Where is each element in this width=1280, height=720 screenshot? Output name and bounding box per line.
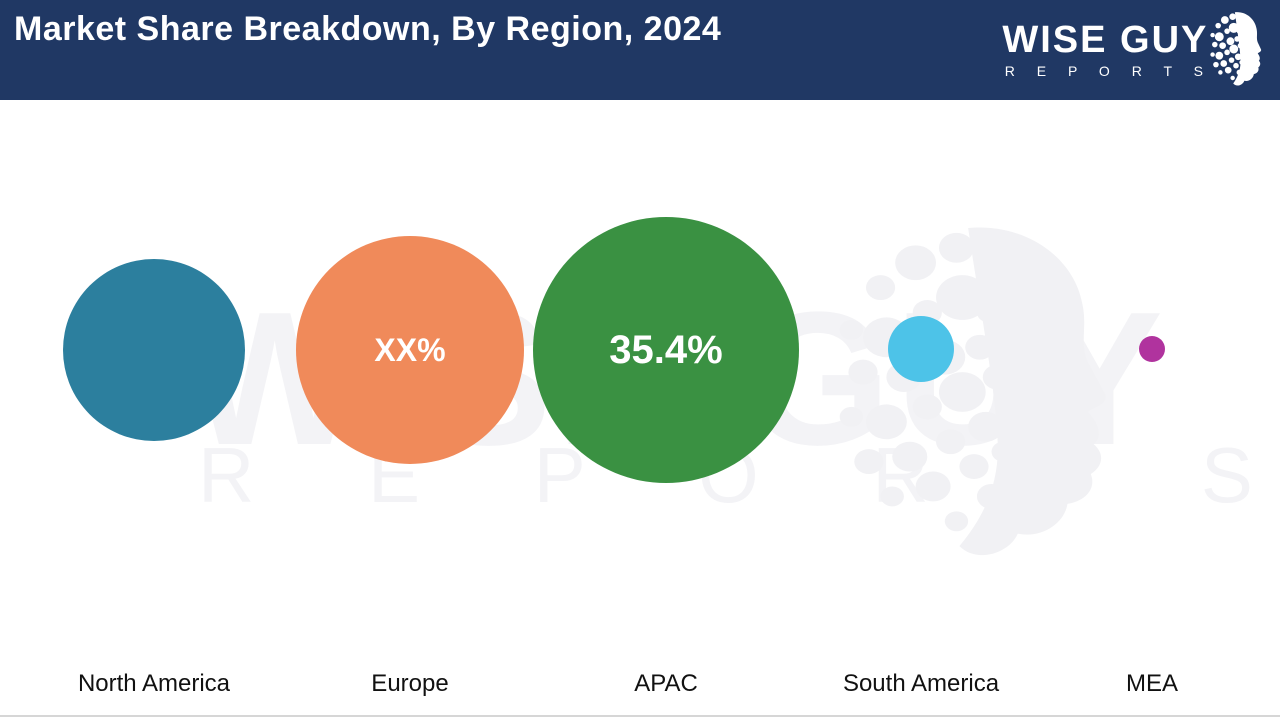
category-label-north-america: North America bbox=[77, 670, 231, 697]
bottom-border bbox=[0, 715, 1280, 717]
logo-subtext: R E P O R T S bbox=[1004, 63, 1212, 79]
logo-head-icon bbox=[1210, 12, 1262, 86]
wise-guy-logo: WISE GUY R E P O R T S bbox=[999, 10, 1264, 88]
bubble-chart: WISE GUY R E P O R T S XX%35.4% bbox=[0, 100, 1280, 720]
category-label-apac: APAC bbox=[634, 670, 698, 697]
category-label-europe: Europe bbox=[371, 670, 449, 697]
bubble-value-label-apac: 35.4% bbox=[609, 327, 723, 372]
bubble-north-america bbox=[63, 259, 245, 441]
page-title: Market Share Breakdown, By Region, 2024 bbox=[14, 10, 722, 48]
category-label-south-america: South America bbox=[842, 670, 1000, 697]
logo-wordmark: WISE GUY bbox=[1002, 19, 1209, 61]
category-labels-layer: North America Europe APAC South America MEA bbox=[0, 100, 1280, 720]
bubbles-layer: XX% 35.4% bbox=[0, 100, 1280, 720]
bubble-europe: XX% bbox=[296, 236, 524, 464]
bubble-apac: 35.4% bbox=[533, 217, 799, 483]
bubble-mea bbox=[1139, 336, 1165, 362]
logo-text: WISE GUY R E P O R T S bbox=[999, 18, 1212, 80]
category-label-mea: MEA bbox=[1125, 670, 1179, 697]
header: Market Share Breakdown, By Region, 2024 … bbox=[0, 0, 1280, 100]
bubble-value-label-europe: XX% bbox=[374, 331, 446, 368]
